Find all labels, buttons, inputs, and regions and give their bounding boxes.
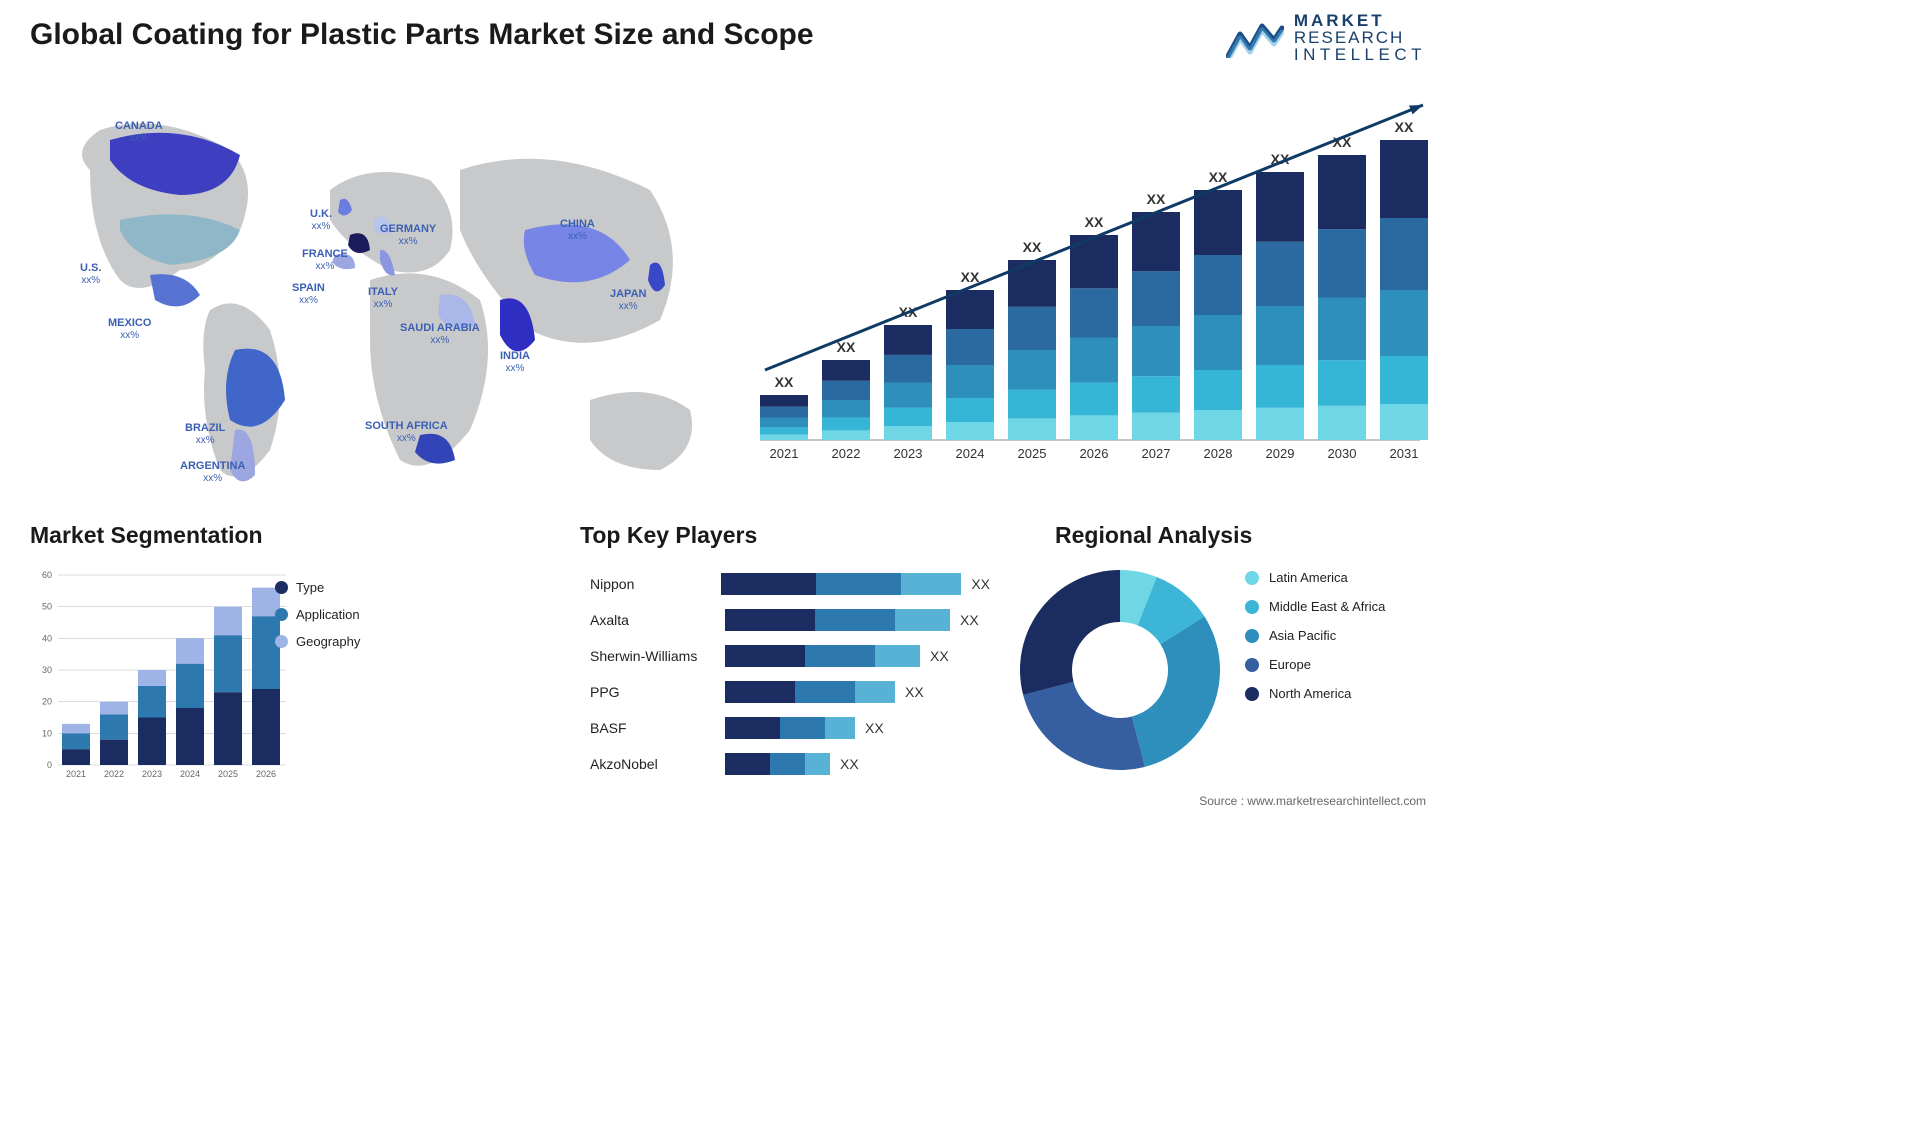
players-title: Top Key Players — [580, 522, 757, 549]
svg-text:2025: 2025 — [1018, 446, 1047, 461]
svg-text:XX: XX — [1023, 239, 1042, 255]
svg-text:2024: 2024 — [180, 769, 200, 779]
svg-text:2027: 2027 — [1142, 446, 1171, 461]
regional-donut — [1010, 560, 1230, 780]
svg-text:XX: XX — [1209, 169, 1228, 185]
player-bar — [725, 681, 895, 703]
svg-text:50: 50 — [42, 602, 52, 612]
region-legend-item: Asia Pacific — [1245, 628, 1385, 643]
region-legend-item: Latin America — [1245, 570, 1385, 585]
country-label: SPAINxx% — [292, 282, 325, 306]
seg-legend-item: Type — [275, 580, 360, 595]
region-legend-item: Europe — [1245, 657, 1385, 672]
svg-text:2029: 2029 — [1266, 446, 1295, 461]
player-name: BASF — [590, 720, 725, 736]
region-legend-item: Middle East & Africa — [1245, 599, 1385, 614]
regional-legend: Latin America Middle East & Africa Asia Pa… — [1245, 570, 1385, 715]
player-name: PPG — [590, 684, 725, 700]
svg-text:XX: XX — [1085, 214, 1104, 230]
svg-text:XX: XX — [1147, 191, 1166, 207]
regional-title: Regional Analysis — [1055, 522, 1252, 549]
logo: MARKET RESEARCH INTELLECT — [1226, 12, 1426, 63]
player-value: XX — [840, 756, 859, 772]
country-label: INDIAxx% — [500, 350, 530, 374]
country-label: FRANCExx% — [302, 248, 348, 272]
player-bar — [721, 573, 961, 595]
player-value: XX — [905, 684, 924, 700]
player-row: Nippon XX — [590, 570, 990, 598]
svg-text:2022: 2022 — [104, 769, 124, 779]
logo-text-2: RESEARCH — [1294, 29, 1426, 46]
country-label: SAUDI ARABIAxx% — [400, 322, 480, 346]
svg-text:30: 30 — [42, 665, 52, 675]
svg-text:40: 40 — [42, 633, 52, 643]
country-label: SOUTH AFRICAxx% — [365, 420, 448, 444]
source-label: Source : www.marketresearchintellect.com — [1199, 794, 1426, 808]
svg-text:2028: 2028 — [1204, 446, 1233, 461]
player-value: XX — [930, 648, 949, 664]
player-value: XX — [865, 720, 884, 736]
country-label: ARGENTINAxx% — [180, 460, 245, 484]
player-bar — [725, 753, 830, 775]
country-label: CHINAxx% — [560, 218, 595, 242]
svg-text:2030: 2030 — [1328, 446, 1357, 461]
svg-text:60: 60 — [42, 570, 52, 580]
player-row: Axalta XX — [590, 606, 990, 634]
svg-text:10: 10 — [42, 728, 52, 738]
logo-mark-icon — [1226, 18, 1284, 58]
svg-text:2026: 2026 — [1080, 446, 1109, 461]
country-label: U.K.xx% — [310, 208, 332, 232]
country-label: ITALYxx% — [368, 286, 398, 310]
country-label: BRAZILxx% — [185, 422, 225, 446]
segmentation-legend: Type Application Geography — [275, 580, 360, 661]
logo-text-1: MARKET — [1294, 12, 1426, 29]
svg-text:2023: 2023 — [142, 769, 162, 779]
page-title: Global Coating for Plastic Parts Market … — [30, 18, 814, 52]
country-label: GERMANYxx% — [380, 223, 436, 247]
svg-text:XX: XX — [775, 374, 794, 390]
svg-text:2022: 2022 — [832, 446, 861, 461]
player-name: Axalta — [590, 612, 725, 628]
country-label: JAPANxx% — [610, 288, 646, 312]
player-name: Nippon — [590, 576, 721, 592]
svg-text:XX: XX — [1395, 119, 1414, 135]
country-label: U.S.xx% — [80, 262, 101, 286]
region-legend-item: North America — [1245, 686, 1385, 701]
svg-text:2026: 2026 — [256, 769, 276, 779]
player-row: Sherwin-Williams XX — [590, 642, 990, 670]
player-row: PPG XX — [590, 678, 990, 706]
svg-text:XX: XX — [961, 269, 980, 285]
players-chart: NipponXXAxaltaXXSherwin-WilliamsXXPPGXXB… — [590, 570, 990, 786]
svg-text:2021: 2021 — [66, 769, 86, 779]
svg-text:0: 0 — [47, 760, 52, 770]
player-row: AkzoNobel XX — [590, 750, 990, 778]
player-bar — [725, 609, 950, 631]
svg-text:2021: 2021 — [770, 446, 799, 461]
country-label: CANADAxx% — [115, 120, 163, 144]
player-name: Sherwin-Williams — [590, 648, 725, 664]
player-row: BASF XX — [590, 714, 990, 742]
seg-legend-item: Application — [275, 607, 360, 622]
player-bar — [725, 645, 920, 667]
svg-text:2031: 2031 — [1390, 446, 1419, 461]
svg-text:20: 20 — [42, 697, 52, 707]
country-label: MEXICOxx% — [108, 317, 151, 341]
player-value: XX — [971, 576, 990, 592]
player-value: XX — [960, 612, 979, 628]
seg-legend-item: Geography — [275, 634, 360, 649]
logo-text-3: INTELLECT — [1294, 46, 1426, 63]
segmentation-title: Market Segmentation — [30, 522, 263, 549]
main-bar-chart: 2021 XX 2022 XX 2023 XX 2024 XX 2025 XX 2026 XX 2027… — [750, 100, 1430, 480]
player-bar — [725, 717, 855, 739]
svg-text:2025: 2025 — [218, 769, 238, 779]
svg-text:2024: 2024 — [956, 446, 985, 461]
world-map: CANADAxx% U.S.xx% MEXICOxx% BRAZILxx% ARGENT… — [30, 100, 720, 500]
svg-text:2023: 2023 — [894, 446, 923, 461]
player-name: AkzoNobel — [590, 756, 725, 772]
